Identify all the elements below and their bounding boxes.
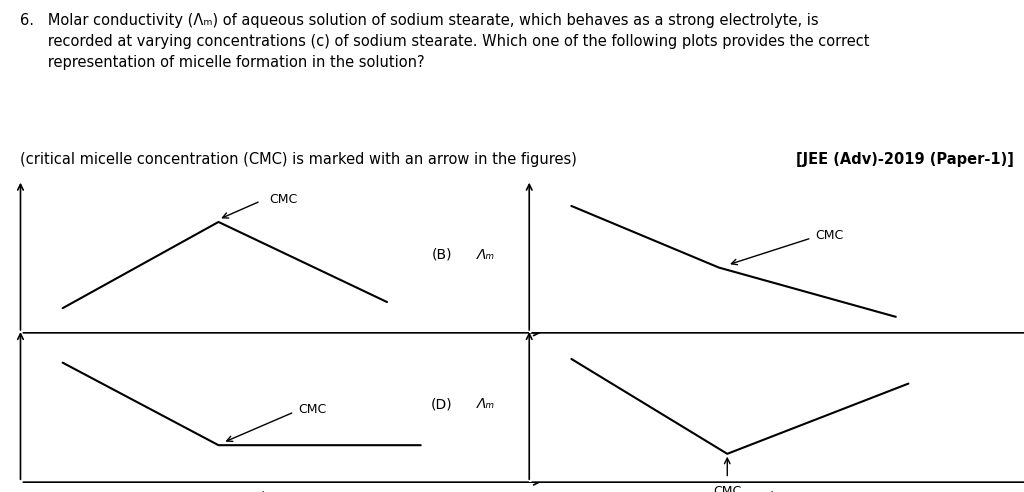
Text: (D): (D) xyxy=(431,397,453,411)
Text: CMC: CMC xyxy=(713,485,741,492)
Text: Λₘ: Λₘ xyxy=(476,397,495,411)
Text: (critical micelle concentration (CMC) is marked with an arrow in the figures): (critical micelle concentration (CMC) is… xyxy=(20,152,578,167)
Text: CMC: CMC xyxy=(299,403,327,416)
Text: √c: √c xyxy=(255,343,271,357)
Text: (B): (B) xyxy=(432,248,453,262)
Text: [JEE (Adv)-2019 (Paper-1)]: [JEE (Adv)-2019 (Paper-1)] xyxy=(796,152,1014,167)
Text: 6.   Molar conductivity (Λₘ) of aqueous solution of sodium stearate, which behav: 6. Molar conductivity (Λₘ) of aqueous so… xyxy=(20,13,870,70)
Text: CMC: CMC xyxy=(269,193,297,206)
Text: CMC: CMC xyxy=(816,229,844,242)
Text: Λₘ: Λₘ xyxy=(476,248,495,262)
Text: √c: √c xyxy=(763,343,779,357)
